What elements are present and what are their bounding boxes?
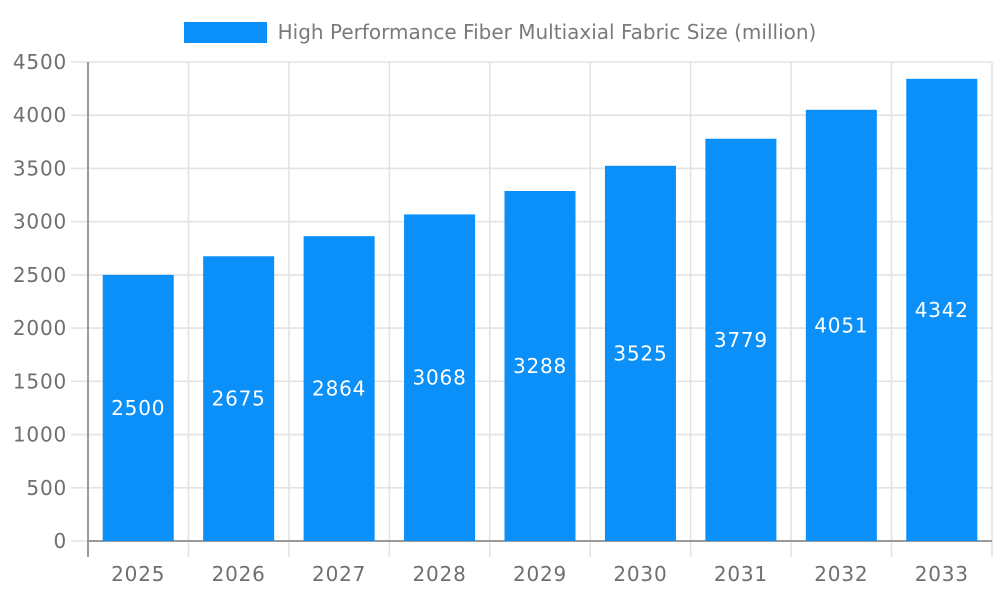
bar-2033[interactable] bbox=[906, 78, 978, 541]
bar-value-label: 4051 bbox=[814, 313, 868, 337]
legend[interactable]: High Performance Fiber Multiaxial Fabric… bbox=[0, 22, 1000, 43]
bar-value-label: 2500 bbox=[111, 396, 165, 420]
bar-2032[interactable] bbox=[805, 109, 877, 542]
bar-value-label: 3525 bbox=[613, 341, 667, 365]
x-tick-label: 2029 bbox=[513, 562, 567, 586]
y-tick-label: 2000 bbox=[13, 316, 67, 340]
y-tick-label: 4000 bbox=[13, 103, 67, 127]
y-tick-label: 0 bbox=[53, 529, 67, 553]
x-tick-label: 2025 bbox=[111, 562, 165, 586]
x-tick-label: 2027 bbox=[312, 562, 366, 586]
bar-value-label: 3779 bbox=[714, 328, 768, 352]
bar-2025[interactable] bbox=[102, 274, 174, 541]
bar-2028[interactable] bbox=[404, 214, 476, 541]
x-tick-label: 2031 bbox=[714, 562, 768, 586]
bar-2026[interactable] bbox=[203, 256, 275, 541]
y-tick-label: 1000 bbox=[13, 423, 67, 447]
y-tick-label: 500 bbox=[26, 476, 67, 500]
bar-2027[interactable] bbox=[303, 236, 375, 541]
x-tick-label: 2026 bbox=[212, 562, 266, 586]
y-tick-label: 4500 bbox=[13, 50, 67, 74]
bar-2030[interactable] bbox=[604, 165, 676, 542]
bar-value-label: 4342 bbox=[915, 298, 969, 322]
x-tick-label: 2030 bbox=[613, 562, 667, 586]
bar-value-label: 3068 bbox=[413, 366, 467, 390]
bar-value-label: 2864 bbox=[312, 377, 366, 401]
bar-2031[interactable] bbox=[705, 138, 777, 541]
bar-value-label: 3288 bbox=[513, 354, 567, 378]
x-tick-label: 2032 bbox=[814, 562, 868, 586]
bar-value-label: 2675 bbox=[212, 387, 266, 411]
y-tick-label: 1500 bbox=[13, 369, 67, 393]
bar-2029[interactable] bbox=[504, 191, 576, 541]
legend-swatch-icon bbox=[183, 22, 267, 43]
legend-label: High Performance Fiber Multiaxial Fabric… bbox=[277, 20, 817, 44]
y-tick-label: 2500 bbox=[13, 263, 67, 287]
x-tick-label: 2033 bbox=[915, 562, 969, 586]
y-tick-label: 3000 bbox=[13, 210, 67, 234]
y-tick-label: 3500 bbox=[13, 156, 67, 180]
x-tick-label: 2028 bbox=[413, 562, 467, 586]
